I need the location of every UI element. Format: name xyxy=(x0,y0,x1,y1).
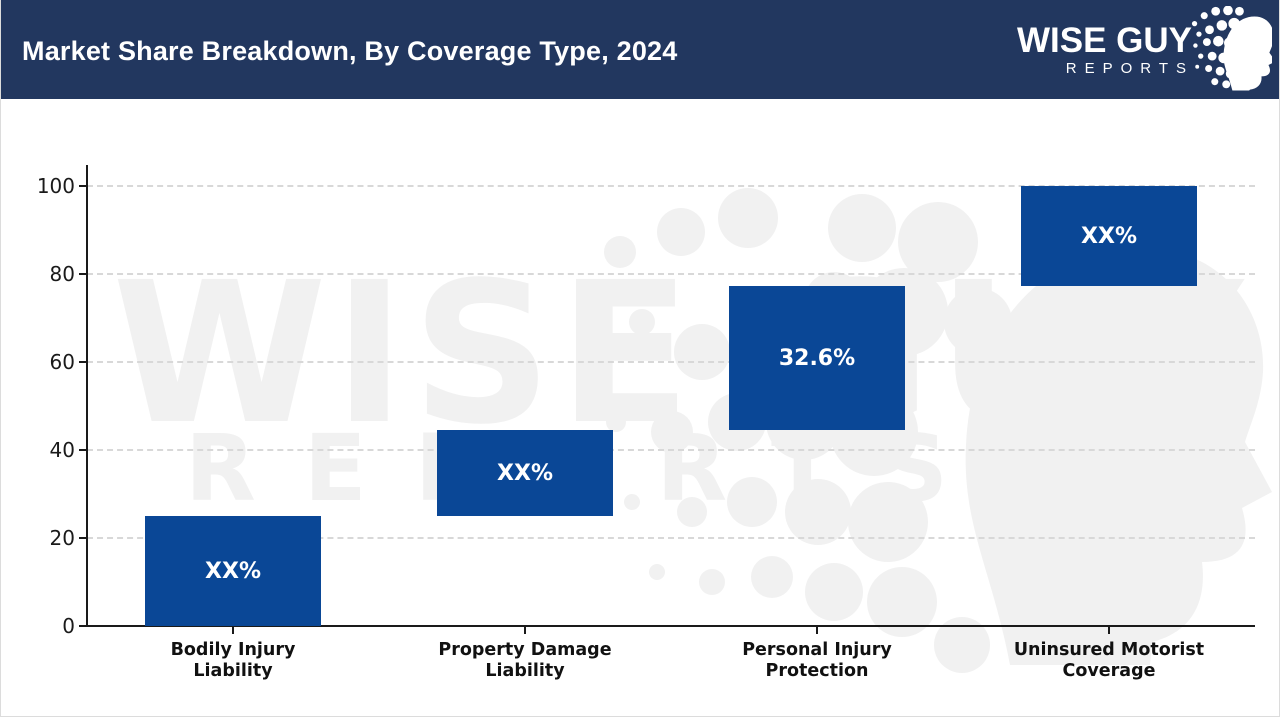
logo-secondary-text: REPORTS xyxy=(1065,60,1194,77)
waterfall-bar: 32.6% xyxy=(729,286,905,430)
x-category-label: Property Damage Liability xyxy=(438,640,612,682)
x-tick-mark xyxy=(1108,627,1110,634)
bar-value-label: XX% xyxy=(1081,223,1137,249)
bar-value-label: XX% xyxy=(205,558,261,584)
y-tick-mark xyxy=(79,185,86,187)
y-tick-label: 60 xyxy=(49,350,75,374)
y-tick-mark xyxy=(79,273,86,275)
y-tick-label: 100 xyxy=(36,174,75,198)
x-axis-line xyxy=(86,625,1255,627)
y-tick-label: 40 xyxy=(49,438,75,462)
waterfall-bar: XX% xyxy=(145,516,321,626)
x-tick-mark xyxy=(232,627,234,634)
gridline xyxy=(87,361,1255,363)
header-bar: Market Share Breakdown, By Coverage Type… xyxy=(0,0,1280,99)
x-category-label: Personal Injury Protection xyxy=(742,640,892,682)
logo-face-icon xyxy=(1191,6,1272,91)
x-tick-mark xyxy=(816,627,818,634)
x-category-label: Uninsured Motorist Coverage xyxy=(1013,640,1205,682)
wise-guy-reports-logo: WISE GUY REPORTS xyxy=(1007,0,1272,99)
y-tick-label: 0 xyxy=(62,614,75,638)
gridline xyxy=(87,185,1255,187)
waterfall-bar: XX% xyxy=(1021,186,1197,287)
logo-primary-text: WISE GUY xyxy=(1016,21,1192,60)
y-tick-mark xyxy=(79,537,86,539)
y-axis-line xyxy=(86,165,88,627)
page-title: Market Share Breakdown, By Coverage Type… xyxy=(22,36,678,66)
gridline xyxy=(87,537,1255,539)
y-tick-label: 80 xyxy=(49,262,75,286)
gridline xyxy=(87,273,1255,275)
x-tick-mark xyxy=(524,627,526,634)
y-tick-mark xyxy=(79,361,86,363)
y-tick-mark xyxy=(79,449,86,451)
bar-value-label: XX% xyxy=(497,460,553,486)
x-category-label: Bodily Injury Liability xyxy=(170,640,296,682)
bar-value-label: 32.6% xyxy=(778,345,856,371)
gridline xyxy=(87,449,1255,451)
waterfall-bar: XX% xyxy=(437,430,613,516)
y-tick-label: 20 xyxy=(49,526,75,550)
y-tick-mark xyxy=(79,625,86,627)
